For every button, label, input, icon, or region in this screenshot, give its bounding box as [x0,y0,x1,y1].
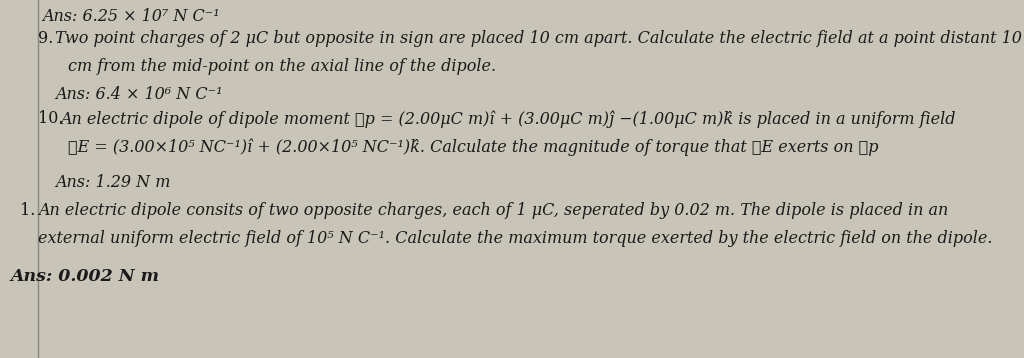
Text: Ans: 6.4 × 10⁶ N C⁻¹: Ans: 6.4 × 10⁶ N C⁻¹ [55,86,222,103]
Text: cm from the mid-point on the axial line of the dipole.: cm from the mid-point on the axial line … [68,58,496,75]
Text: Ans: 6.25 × 10⁷ N C⁻¹: Ans: 6.25 × 10⁷ N C⁻¹ [42,8,219,25]
Text: Two point charges of 2 μC but opposite in sign are placed 10 cm apart. Calculate: Two point charges of 2 μC but opposite i… [55,30,1022,47]
Text: ⃗E = (3.00×10⁵ NC⁻¹)î + (2.00×10⁵ NC⁻¹)k̂. Calculate the magnitude of torque tha: ⃗E = (3.00×10⁵ NC⁻¹)î + (2.00×10⁵ NC⁻¹)k… [68,138,879,155]
Text: 10.: 10. [38,110,63,127]
Text: 9.: 9. [38,30,53,47]
Text: An electric dipole consits of two opposite charges, each of 1 μC, seperated by 0: An electric dipole consits of two opposi… [38,202,948,219]
Text: external uniform electric field of 10⁵ N C⁻¹. Calculate the maximum torque exert: external uniform electric field of 10⁵ N… [38,230,992,247]
Text: Ans: 1.29 N m: Ans: 1.29 N m [55,174,170,191]
Text: 1.: 1. [20,202,36,219]
Text: Ans: 0.002 N m: Ans: 0.002 N m [10,268,159,285]
Text: An electric dipole of dipole moment ⃗p = (2.00μC m)î + (3.00μC m)ĵ −(1.00μC m)k̂: An electric dipole of dipole moment ⃗p =… [60,110,955,127]
